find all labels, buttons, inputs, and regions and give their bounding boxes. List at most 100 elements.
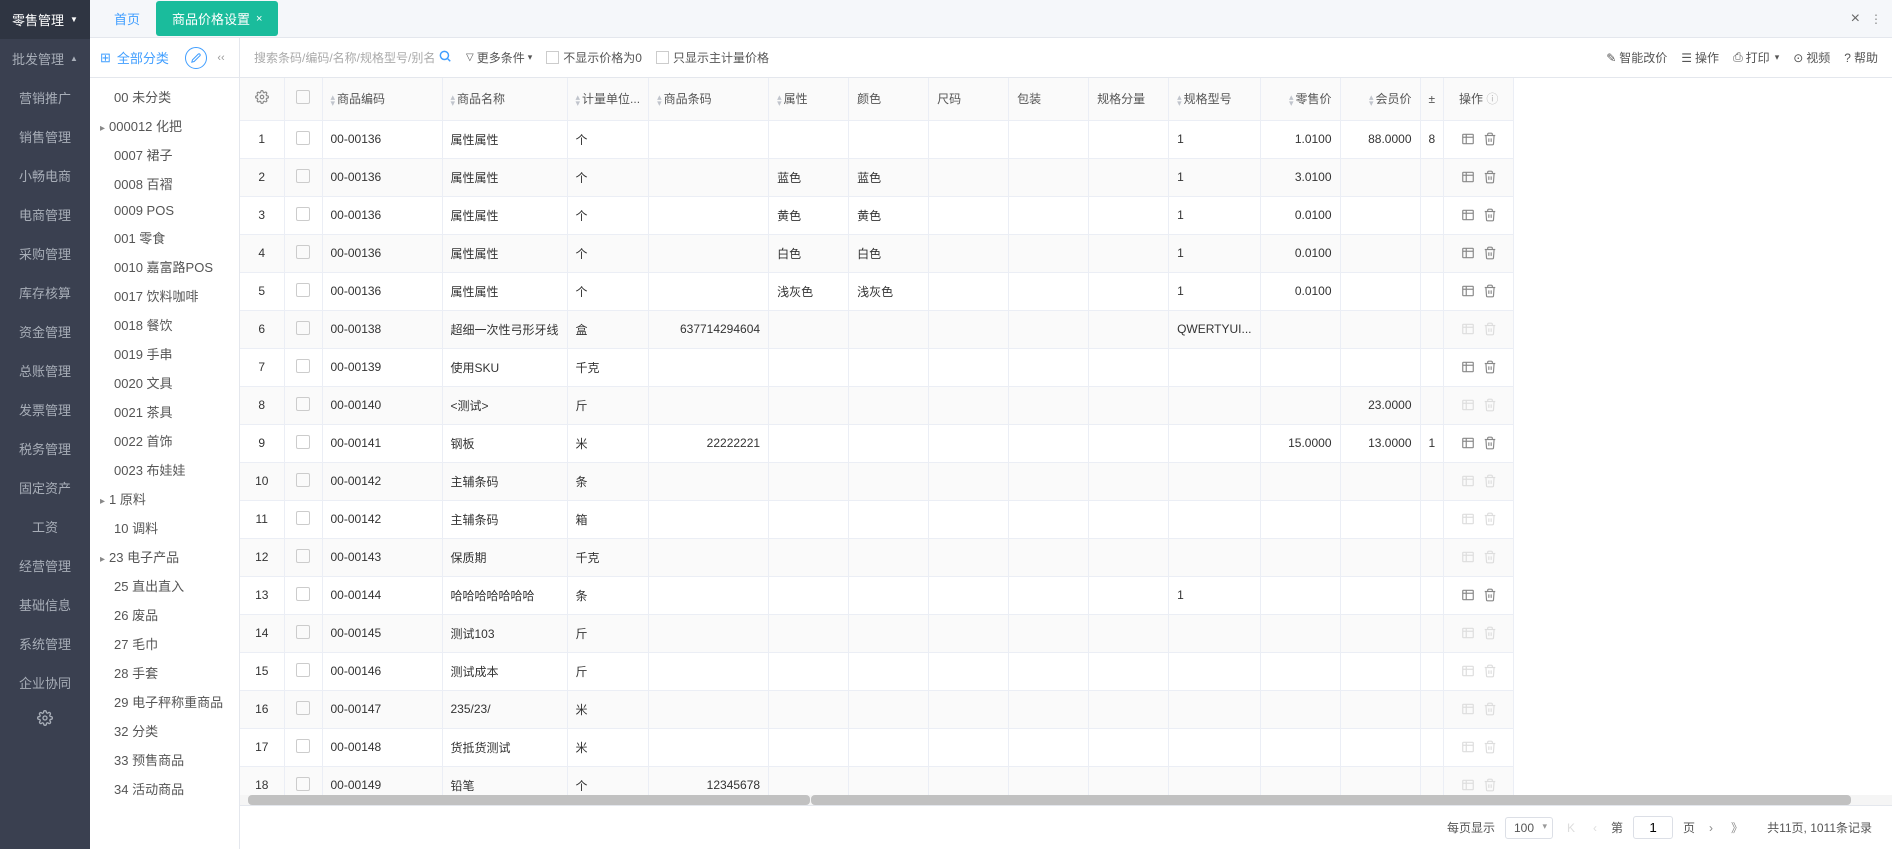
tree-item-7[interactable]: 0017 饮料咖啡: [90, 281, 239, 310]
tab-home[interactable]: 首页: [98, 1, 156, 36]
row-delete-icon[interactable]: [1483, 436, 1497, 450]
search-icon[interactable]: [438, 49, 452, 66]
hide-zero-price-checkbox[interactable]: 不显示价格为0: [546, 49, 642, 66]
video-button[interactable]: ⊙ 视频: [1793, 49, 1830, 66]
tree-item-24[interactable]: 34 活动商品: [90, 774, 239, 803]
tree-collapse-icon[interactable]: ‹‹: [213, 38, 229, 78]
col-unit[interactable]: ▴▾计量单位...: [567, 78, 649, 120]
tree-item-9[interactable]: 0019 手串: [90, 339, 239, 368]
sidebar-item-17[interactable]: 企业协同: [0, 663, 90, 702]
row-checkbox[interactable]: [284, 690, 322, 728]
search-input[interactable]: [254, 51, 434, 65]
col-retail[interactable]: ▴▾零售价: [1260, 78, 1340, 120]
tree-edit-button[interactable]: [185, 47, 207, 69]
col-member[interactable]: ▴▾会员价: [1340, 78, 1420, 120]
row-detail-icon[interactable]: [1461, 284, 1475, 298]
tree-title[interactable]: 全部分类: [117, 48, 179, 67]
tree-item-15[interactable]: 10 调料: [90, 513, 239, 542]
row-checkbox[interactable]: [284, 576, 322, 614]
row-checkbox[interactable]: [284, 424, 322, 462]
page-input[interactable]: [1633, 816, 1673, 839]
settings-gear-icon[interactable]: [0, 702, 90, 737]
page-next-button[interactable]: ›: [1705, 819, 1717, 837]
tree-item-16[interactable]: 23 电子产品: [90, 542, 239, 571]
row-detail-icon[interactable]: [1461, 436, 1475, 450]
row-checkbox[interactable]: [284, 310, 322, 348]
tree-item-8[interactable]: 0018 餐饮: [90, 310, 239, 339]
row-delete-icon[interactable]: [1483, 208, 1497, 222]
col-pack[interactable]: 包装: [1009, 78, 1089, 120]
tree-item-4[interactable]: 0009 POS: [90, 198, 239, 223]
more-filter-button[interactable]: 更多条件: [466, 49, 532, 66]
sidebar-item-14[interactable]: 经营管理: [0, 546, 90, 585]
sidebar-item-10[interactable]: 发票管理: [0, 390, 90, 429]
operate-button[interactable]: ☰ 操作: [1681, 49, 1719, 66]
sidebar-item-1[interactable]: 批发管理: [0, 39, 90, 78]
col-barcode[interactable]: ▴▾商品条码: [649, 78, 769, 120]
sidebar-item-6[interactable]: 采购管理: [0, 234, 90, 273]
col-attr[interactable]: ▴▾属性: [769, 78, 849, 120]
col-specqty[interactable]: 规格分量: [1089, 78, 1169, 120]
tree-item-11[interactable]: 0021 茶具: [90, 397, 239, 426]
row-detail-icon[interactable]: [1461, 208, 1475, 222]
page-size-select[interactable]: 100: [1505, 817, 1553, 839]
col-color[interactable]: 颜色: [849, 78, 929, 120]
row-delete-icon[interactable]: [1483, 132, 1497, 146]
row-checkbox[interactable]: [284, 462, 322, 500]
close-all-tabs-icon[interactable]: ×: [1851, 10, 1860, 28]
tree-item-2[interactable]: 0007 裙子: [90, 140, 239, 169]
tree-item-10[interactable]: 0020 文具: [90, 368, 239, 397]
row-checkbox[interactable]: [284, 500, 322, 538]
sidebar-item-2[interactable]: 营销推广: [0, 78, 90, 117]
tree-item-19[interactable]: 27 毛巾: [90, 629, 239, 658]
page-prev-button[interactable]: ‹: [1589, 819, 1601, 837]
row-delete-icon[interactable]: [1483, 246, 1497, 260]
row-checkbox[interactable]: [284, 196, 322, 234]
row-checkbox[interactable]: [284, 538, 322, 576]
sidebar-item-3[interactable]: 销售管理: [0, 117, 90, 156]
row-checkbox[interactable]: [284, 158, 322, 196]
tree-item-0[interactable]: 00 未分类: [90, 82, 239, 111]
row-detail-icon[interactable]: [1461, 246, 1475, 260]
tree-item-12[interactable]: 0022 首饰: [90, 426, 239, 455]
row-delete-icon[interactable]: [1483, 284, 1497, 298]
tree-item-20[interactable]: 28 手套: [90, 658, 239, 687]
sidebar-item-5[interactable]: 电商管理: [0, 195, 90, 234]
tree-item-23[interactable]: 33 预售商品: [90, 745, 239, 774]
row-checkbox[interactable]: [284, 120, 322, 158]
col-gear[interactable]: [240, 78, 284, 120]
sidebar-item-16[interactable]: 系统管理: [0, 624, 90, 663]
tree-item-17[interactable]: 25 直出直入: [90, 571, 239, 600]
row-checkbox[interactable]: [284, 348, 322, 386]
tree-item-13[interactable]: 0023 布娃娃: [90, 455, 239, 484]
row-checkbox[interactable]: [284, 766, 322, 795]
tree-item-18[interactable]: 26 废品: [90, 600, 239, 629]
row-checkbox[interactable]: [284, 234, 322, 272]
main-unit-only-checkbox[interactable]: 只显示主计量价格: [656, 49, 769, 66]
sidebar-item-0[interactable]: 零售管理: [0, 0, 90, 39]
row-checkbox[interactable]: [284, 272, 322, 310]
row-detail-icon[interactable]: [1461, 588, 1475, 602]
tab-close-icon[interactable]: ×: [256, 13, 262, 25]
ops-info-icon[interactable]: ⓘ: [1486, 92, 1498, 106]
tree-item-21[interactable]: 29 电子秤称重商品: [90, 687, 239, 716]
print-button[interactable]: ⎙ 打印: [1733, 49, 1779, 66]
row-checkbox[interactable]: [284, 614, 322, 652]
row-delete-icon[interactable]: [1483, 170, 1497, 184]
tree-item-14[interactable]: 1 原料: [90, 484, 239, 513]
col-select-all[interactable]: [284, 78, 322, 120]
row-delete-icon[interactable]: [1483, 588, 1497, 602]
sidebar-item-7[interactable]: 库存核算: [0, 273, 90, 312]
sidebar-item-8[interactable]: 资金管理: [0, 312, 90, 351]
sidebar-item-13[interactable]: 工资: [0, 507, 90, 546]
sidebar-item-12[interactable]: 固定资产: [0, 468, 90, 507]
sidebar-item-11[interactable]: 税务管理: [0, 429, 90, 468]
sidebar-item-9[interactable]: 总账管理: [0, 351, 90, 390]
col-code[interactable]: ▴▾商品编码: [322, 78, 442, 120]
row-checkbox[interactable]: [284, 728, 322, 766]
col-name[interactable]: ▴▾商品名称: [442, 78, 567, 120]
horizontal-scrollbar[interactable]: [240, 795, 1892, 805]
row-checkbox[interactable]: [284, 386, 322, 424]
row-detail-icon[interactable]: [1461, 132, 1475, 146]
row-checkbox[interactable]: [284, 652, 322, 690]
